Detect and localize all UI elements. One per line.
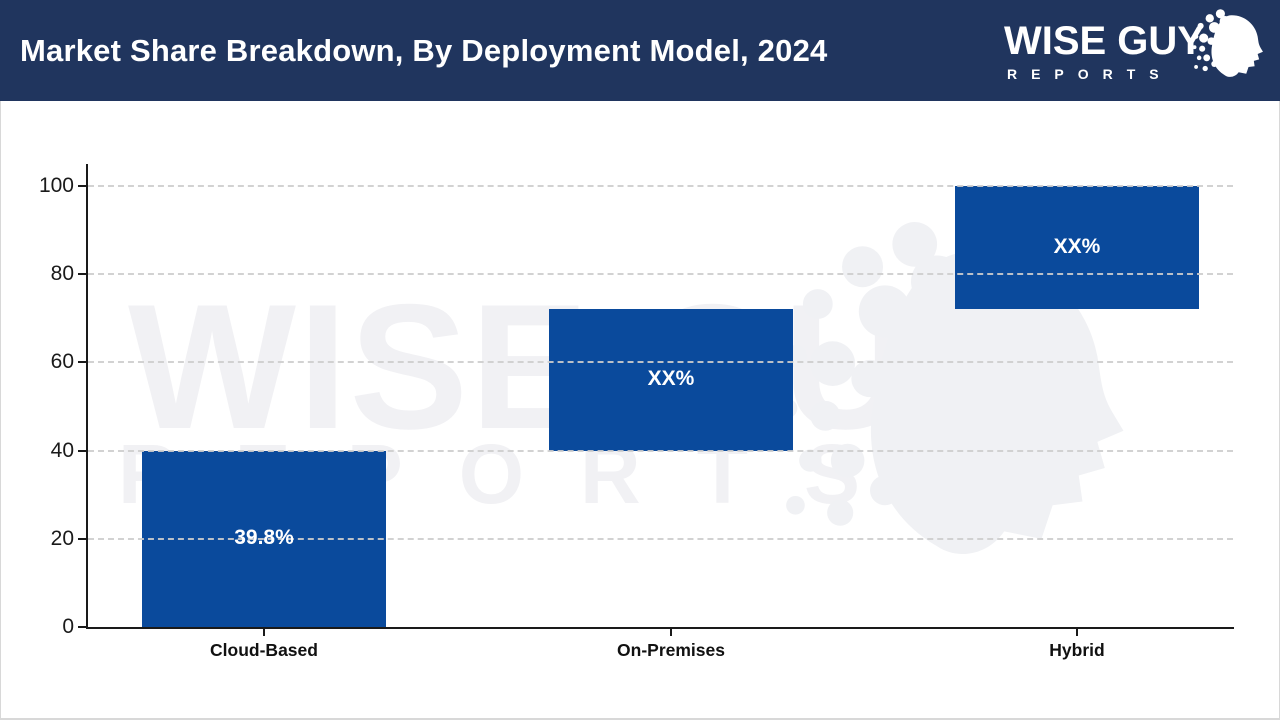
gridline-40 <box>88 449 1233 452</box>
logo-subtitle: REPORTS <box>1006 65 1173 82</box>
y-tick-mark <box>78 185 86 187</box>
logo-wordmark: WISE GUY <box>1003 18 1204 63</box>
y-tick-mark <box>78 626 86 628</box>
gridline-100 <box>88 185 1233 187</box>
bar-hybrid <box>955 186 1199 310</box>
wiseguy-face-logo-icon <box>1192 8 1263 77</box>
y-tick-label: 80 <box>50 262 74 286</box>
y-axis-line <box>86 164 88 629</box>
category-label-on-premises: On-Premises <box>617 640 725 660</box>
gridline-80 <box>88 273 1233 276</box>
logo-text: WISE GUY REPORTS <box>1004 21 1204 81</box>
chart-title: Market Share Breakdown, By Deployment Mo… <box>20 32 828 68</box>
gridline-20 <box>88 537 1233 540</box>
y-tick-mark <box>78 361 86 364</box>
bar-value-label: XX% <box>1053 234 1101 258</box>
x-axis-line <box>86 627 1234 629</box>
bar-value-label: 39.8% <box>234 526 294 550</box>
y-tick-label: 60 <box>50 350 74 374</box>
category-label-cloud-based: Cloud-Based <box>210 640 318 660</box>
x-tick-mark <box>1076 629 1078 636</box>
x-tick-mark <box>263 629 265 636</box>
category-label-hybrid: Hybrid <box>1049 640 1105 660</box>
y-tick-mark <box>78 537 86 540</box>
y-tick-label: 100 <box>38 174 74 197</box>
header-bar: Market Share Breakdown, By Deployment Mo… <box>0 0 1280 101</box>
bar-value-label: XX% <box>647 367 695 391</box>
wiseguy-logo: WISE GUY REPORTS <box>1004 0 1266 101</box>
gridline-60 <box>88 361 1233 364</box>
y-tick-mark <box>78 273 86 276</box>
bar-on-premises <box>549 309 793 451</box>
y-tick-label: 40 <box>50 438 74 462</box>
y-tick-label: 0 <box>62 615 74 638</box>
y-tick-label: 20 <box>50 526 74 550</box>
y-tick-mark <box>78 449 86 452</box>
x-tick-mark <box>670 629 672 636</box>
